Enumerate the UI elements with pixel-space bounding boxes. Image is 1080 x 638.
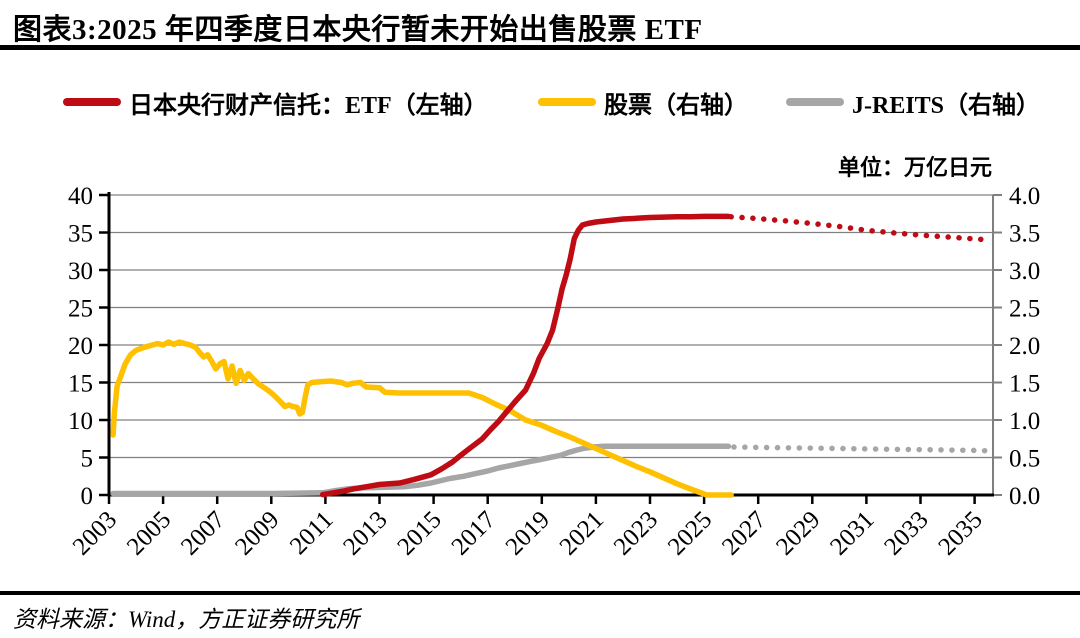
x-tick-label: 2033 [879, 506, 933, 560]
x-tick-label: 2019 [501, 506, 555, 560]
x-tick-label: 2029 [771, 506, 825, 560]
legend-label-stocks: 股票（右轴） [604, 92, 748, 119]
x-tick-label: 2015 [392, 506, 446, 560]
x-tick-label: 2017 [446, 506, 500, 560]
x-tick-label: 2007 [176, 506, 230, 560]
y-right-tick-label: 4.0 [1009, 183, 1040, 210]
series-jreits-solid [110, 443, 732, 497]
legend-item-stocks: 股票（右轴） [538, 84, 748, 120]
legend-label-jreits: J-REITS（右轴） [852, 92, 1041, 119]
series-jreits-dotted-forecast [731, 444, 991, 454]
legend: 日本央行财产信托：ETF（左轴） 股票（右轴） J-REITS（右轴） [0, 84, 1080, 120]
jreits-line-swatch [786, 98, 844, 106]
x-tick-label: 2011 [285, 506, 339, 560]
series-stocks-solid [110, 339, 734, 498]
x-tick-label: 2005 [122, 506, 176, 560]
x-tick-label: 2027 [717, 506, 771, 560]
y-left-tick-label: 0 [81, 483, 94, 510]
y-left-tick-label: 35 [68, 221, 93, 248]
legend-label-etf: 日本央行财产信托：ETF（左轴） [129, 92, 488, 119]
x-tick-label: 2009 [230, 506, 284, 560]
x-tick-label: 2013 [338, 506, 392, 560]
y-left-tick-label: 20 [68, 333, 93, 360]
page-title: 图表3:2025 年四季度日本央行暂未开始出售股票 ETF [13, 14, 703, 46]
x-tick-label: 2021 [555, 506, 609, 560]
legend-item-jreits: J-REITS（右轴） [786, 84, 1040, 120]
y-right-tick-label: 0.0 [1009, 483, 1040, 510]
y-right-tick-label: 1.5 [1009, 371, 1040, 398]
x-tick-label: 2025 [663, 506, 717, 560]
source-note: 资料来源：Wind，方正证券研究所 [13, 607, 360, 632]
y-right-tick-label: 1.0 [1009, 408, 1040, 435]
y-right-tick-label: 2.0 [1009, 333, 1040, 360]
series-etf-dotted-forecast [728, 214, 991, 243]
y-left-tick-label: 15 [68, 371, 93, 398]
y-left-tick-label: 25 [68, 296, 93, 323]
x-tick-label: 2035 [933, 506, 987, 560]
stocks-line-swatch [538, 98, 596, 106]
y-left-tick-label: 30 [68, 258, 93, 285]
x-tick-label: 2003 [68, 506, 122, 560]
y-right-tick-label: 3.0 [1009, 258, 1040, 285]
source-divider [0, 591, 1080, 595]
y-left-tick-label: 40 [68, 183, 93, 210]
x-tick-label: 2023 [609, 506, 663, 560]
y-right-tick-label: 3.5 [1009, 221, 1040, 248]
legend-item-etf: 日本央行财产信托：ETF（左轴） [63, 84, 488, 120]
y-left-tick-label: 10 [68, 408, 93, 435]
etf-line-swatch [63, 98, 121, 106]
unit-label: 单位：万亿日元 [837, 155, 992, 180]
title-divider [0, 45, 1080, 50]
series-etf-solid [319, 213, 732, 498]
y-right-tick-label: 2.5 [1009, 296, 1040, 323]
y-right-tick-label: 0.5 [1009, 446, 1040, 473]
y-left-tick-label: 5 [81, 446, 94, 473]
x-tick-label: 2031 [825, 506, 879, 560]
